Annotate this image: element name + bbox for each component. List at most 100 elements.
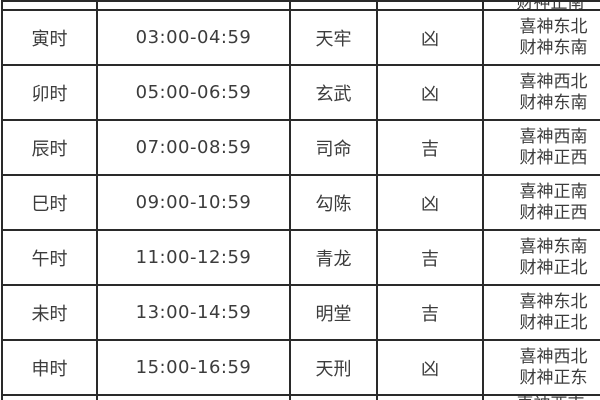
luck-label: 凶 (421, 358, 439, 380)
wealth-god-direction: 财神正西 (519, 202, 588, 223)
time-range-label: 15:00-16:59 (135, 357, 252, 378)
table-row: 未时 13:00-14:59 明堂 吉 喜神东北 财神正北 (1, 284, 600, 341)
time-range-label: 03:00-04:59 (135, 27, 252, 48)
time-cell: 09:00-10:59 (96, 174, 291, 231)
wealth-god-direction: 财神正北 (519, 257, 588, 278)
time-range-label: 05:00-06:59 (135, 82, 252, 103)
luck-cell: 凶 (376, 64, 484, 121)
hour-label: 申时 (31, 358, 68, 380)
luck-cell: 凶 (376, 174, 484, 231)
star-label: 青龙 (315, 248, 352, 270)
table-row: 寅时 03:00-04:59 天牢 凶 喜神东北 财神东南 (1, 9, 600, 66)
hour-cell: 未时 (1, 284, 98, 341)
luck-cell: 吉 (376, 119, 484, 176)
hour-cell: 午时 (1, 229, 98, 286)
star-label: 明堂 (315, 303, 352, 325)
time-cell: 07:00-08:59 (96, 119, 291, 176)
luck-label: 吉 (421, 138, 439, 160)
time-range-label: 07:00-08:59 (135, 137, 252, 158)
luck-cell: 吉 (376, 229, 484, 286)
joy-god-direction: 喜神正南 (519, 181, 588, 202)
time-range-label: 11:00-12:59 (135, 247, 252, 268)
hour-cell: 卯时 (1, 64, 98, 121)
luck-label: 吉 (421, 303, 439, 325)
star-cell: 天刑 (289, 339, 378, 396)
table-row: 辰时 07:00-08:59 司命 吉 喜神西南 财神正西 (1, 119, 600, 176)
hour-cell-empty (1, 0, 98, 11)
table-row: 卯时 05:00-06:59 玄武 凶 喜神西北 财神东南 (1, 64, 600, 121)
luck-cell: 凶 (376, 9, 484, 66)
time-cell: 03:00-04:59 (96, 9, 291, 66)
wealth-god-direction: 财神正东 (519, 367, 588, 388)
table-row-partial-top: 财神正南 (1, 0, 600, 11)
wealth-god-direction: 财神东南 (519, 37, 588, 58)
directions-cell-partial: 财神正南 (482, 0, 600, 11)
time-cell-empty (96, 0, 291, 11)
table-row: 巳时 09:00-10:59 勾陈 凶 喜神正南 财神正西 (1, 174, 600, 231)
hour-cell: 申时 (1, 339, 98, 396)
directions-cell: 喜神西北 财神正东 (482, 339, 600, 396)
hour-label: 巳时 (31, 193, 68, 215)
hour-label: 辰时 (31, 138, 68, 160)
table-row-partial-bottom: 喜神西南 (1, 394, 600, 400)
directions-cell: 喜神东北 财神东南 (482, 9, 600, 66)
directions-line-clipped: 喜神西南 (485, 397, 600, 399)
time-range-label: 13:00-14:59 (135, 302, 252, 323)
time-cell: 11:00-12:59 (96, 229, 291, 286)
wealth-god-direction: 财神正北 (519, 312, 588, 333)
luck-cell-empty (376, 0, 484, 11)
hour-label: 未时 (31, 303, 68, 325)
hour-cell: 巳时 (1, 174, 98, 231)
joy-god-direction: 喜神东南 (519, 236, 588, 257)
joy-god-direction: 喜神西北 (519, 346, 588, 367)
joy-god-direction: 喜神东北 (519, 291, 588, 312)
luck-label: 凶 (421, 28, 439, 50)
directions-cell: 喜神西北 财神东南 (482, 64, 600, 121)
time-range-label: 09:00-10:59 (135, 192, 252, 213)
directions-cell: 喜神正南 财神正西 (482, 174, 600, 231)
hour-cell: 寅时 (1, 9, 98, 66)
time-cell: 13:00-14:59 (96, 284, 291, 341)
star-cell: 天牢 (289, 9, 378, 66)
luck-cell-empty (376, 394, 484, 400)
star-label: 天牢 (315, 28, 352, 50)
star-cell: 玄武 (289, 64, 378, 121)
hour-cell-empty (1, 394, 98, 400)
joy-god-direction: 喜神东北 (519, 16, 588, 37)
star-cell: 明堂 (289, 284, 378, 341)
wealth-god-direction: 财神正西 (519, 147, 588, 168)
hour-cell: 辰时 (1, 119, 98, 176)
joy-god-direction: 喜神西南 (519, 126, 588, 147)
star-label: 天刑 (315, 358, 352, 380)
hour-label: 午时 (31, 248, 68, 270)
directions-cell-partial: 喜神西南 (482, 394, 600, 400)
luck-label: 吉 (421, 248, 439, 270)
hour-label: 寅时 (31, 28, 68, 50)
directions-line-clipped: 财神正南 (485, 3, 600, 8)
directions-cell: 喜神东北 财神正北 (482, 284, 600, 341)
time-cell: 05:00-06:59 (96, 64, 291, 121)
luck-label: 凶 (421, 193, 439, 215)
table-row: 申时 15:00-16:59 天刑 凶 喜神西北 财神正东 (1, 339, 600, 396)
wealth-god-direction: 财神东南 (519, 92, 588, 113)
star-cell: 勾陈 (289, 174, 378, 231)
time-cell: 15:00-16:59 (96, 339, 291, 396)
star-cell: 青龙 (289, 229, 378, 286)
star-label: 玄武 (315, 83, 352, 105)
star-cell-empty (289, 394, 378, 400)
joy-god-direction: 喜神西北 (519, 71, 588, 92)
table-row: 午时 11:00-12:59 青龙 吉 喜神东南 财神正北 (1, 229, 600, 286)
star-cell-empty (289, 0, 378, 11)
time-cell-empty (96, 394, 291, 400)
luck-label: 凶 (421, 83, 439, 105)
directions-cell: 喜神东南 财神正北 (482, 229, 600, 286)
star-label: 勾陈 (315, 193, 352, 215)
star-cell: 司命 (289, 119, 378, 176)
luck-cell: 凶 (376, 339, 484, 396)
hour-label: 卯时 (31, 83, 68, 105)
directions-cell: 喜神西南 财神正西 (482, 119, 600, 176)
star-label: 司命 (315, 138, 352, 160)
luck-cell: 吉 (376, 284, 484, 341)
